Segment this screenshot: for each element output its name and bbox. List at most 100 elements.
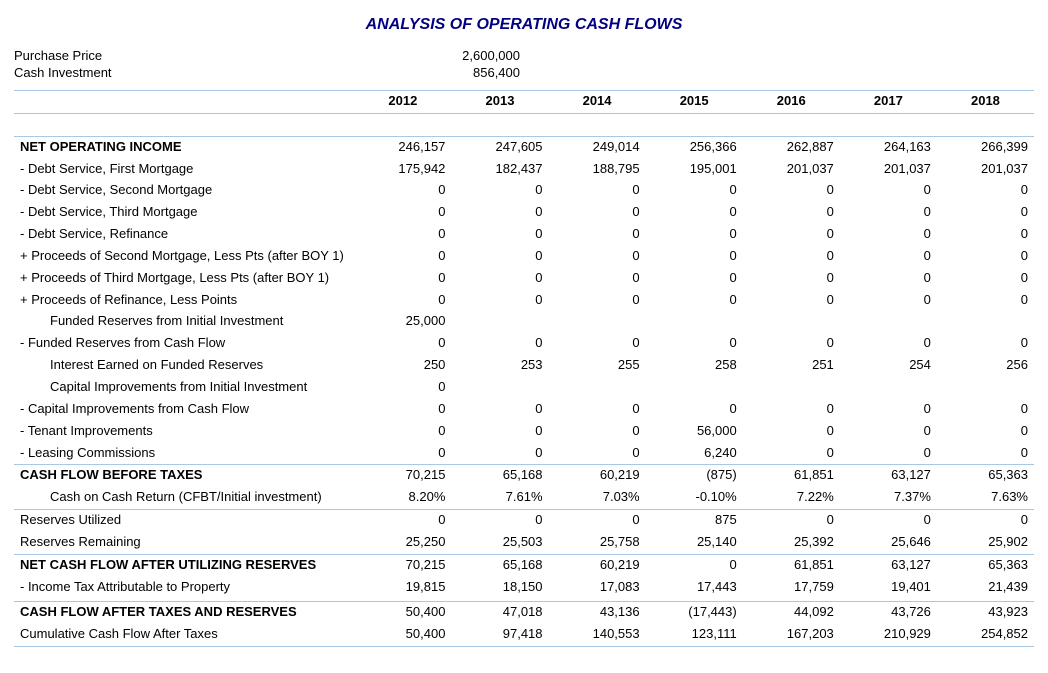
table-row: - Debt Service, First Mortgage175,942182… (14, 159, 1034, 181)
row-value: 0 (646, 399, 743, 421)
row-value: 56,000 (646, 421, 743, 443)
purchase-price-label: Purchase Price (14, 48, 424, 63)
row-value: 70,215 (354, 465, 451, 487)
row-value: 0 (840, 268, 937, 290)
row-value: 0 (743, 510, 840, 532)
row-value: 0 (549, 290, 646, 312)
row-value: 65,363 (937, 554, 1034, 576)
row-value: 182,437 (451, 159, 548, 181)
row-value (937, 377, 1034, 399)
row-value: 17,759 (743, 577, 840, 599)
row-label: Reserves Remaining (14, 532, 354, 554)
row-value: 25,250 (354, 532, 451, 554)
table-row: - Income Tax Attributable to Property19,… (14, 577, 1034, 599)
row-value: 0 (354, 443, 451, 465)
row-value: 43,726 (840, 602, 937, 624)
table-header-row: 2012 2013 2014 2015 2016 2017 2018 (14, 91, 1034, 114)
table-row: NET CASH FLOW AFTER UTILIZING RESERVES70… (14, 554, 1034, 576)
row-value: 210,929 (840, 624, 937, 646)
row-value: 60,219 (549, 465, 646, 487)
table-row: CASH FLOW AFTER TAXES AND RESERVES50,400… (14, 602, 1034, 624)
row-label: Cash on Cash Return (CFBT/Initial invest… (14, 487, 354, 509)
row-value: 17,083 (549, 577, 646, 599)
row-value: 0 (354, 246, 451, 268)
row-value: 50,400 (354, 602, 451, 624)
row-value: 0 (743, 268, 840, 290)
row-value: 0 (937, 510, 1034, 532)
row-label: NET OPERATING INCOME (14, 136, 354, 158)
row-value: 246,157 (354, 136, 451, 158)
row-value: 0 (451, 333, 548, 355)
row-value (451, 311, 548, 333)
row-value: 0 (354, 399, 451, 421)
row-label: Cumulative Cash Flow After Taxes (14, 624, 354, 646)
row-value: 0 (549, 246, 646, 268)
row-label: - Leasing Commissions (14, 443, 354, 465)
row-value: 0 (646, 290, 743, 312)
header-year: 2015 (646, 91, 743, 114)
row-value: 18,150 (451, 577, 548, 599)
row-value: 25,503 (451, 532, 548, 554)
row-value: 0 (549, 399, 646, 421)
row-value: 0 (937, 399, 1034, 421)
table-row: - Leasing Commissions0006,240000 (14, 443, 1034, 465)
row-value: 0 (937, 333, 1034, 355)
row-value: 0 (646, 224, 743, 246)
table-row: + Proceeds of Refinance, Less Points0000… (14, 290, 1034, 312)
row-label: - Debt Service, Second Mortgage (14, 180, 354, 202)
row-label: - Debt Service, Refinance (14, 224, 354, 246)
row-value: 0 (354, 421, 451, 443)
row-value: 0 (451, 268, 548, 290)
table-row: Reserves Remaining25,25025,50325,75825,1… (14, 532, 1034, 554)
row-value: 43,923 (937, 602, 1034, 624)
row-value: 25,646 (840, 532, 937, 554)
row-value: 0 (354, 377, 451, 399)
row-label: Interest Earned on Funded Reserves (14, 355, 354, 377)
row-value: 0 (840, 399, 937, 421)
row-value: 254,852 (937, 624, 1034, 646)
row-value: 50,400 (354, 624, 451, 646)
row-value: 0 (840, 333, 937, 355)
row-value: 0 (646, 202, 743, 224)
table-body: NET OPERATING INCOME246,157247,605249,01… (14, 136, 1034, 646)
row-value: 0 (451, 399, 548, 421)
row-value: 60,219 (549, 554, 646, 576)
row-value: 167,203 (743, 624, 840, 646)
row-value: 0 (743, 399, 840, 421)
row-value: 0 (743, 224, 840, 246)
row-value: 19,401 (840, 577, 937, 599)
row-value: 0 (840, 246, 937, 268)
row-value: 25,758 (549, 532, 646, 554)
table-row: + Proceeds of Second Mortgage, Less Pts … (14, 246, 1034, 268)
header-year: 2016 (743, 91, 840, 114)
row-value: 0 (840, 224, 937, 246)
row-value: 264,163 (840, 136, 937, 158)
row-value: 0 (451, 224, 548, 246)
row-value: 0 (646, 246, 743, 268)
row-value: 0 (549, 443, 646, 465)
row-value: 0 (937, 443, 1034, 465)
row-value: 0 (937, 202, 1034, 224)
row-value: 65,168 (451, 465, 548, 487)
table-row: - Debt Service, Third Mortgage0000000 (14, 202, 1034, 224)
table-row: - Funded Reserves from Cash Flow0000000 (14, 333, 1034, 355)
row-value: 0 (937, 180, 1034, 202)
row-value: 251 (743, 355, 840, 377)
row-value: 247,605 (451, 136, 548, 158)
table-row: - Capital Improvements from Cash Flow000… (14, 399, 1034, 421)
row-value: 61,851 (743, 554, 840, 576)
row-value: 175,942 (354, 159, 451, 181)
row-value: 7.22% (743, 487, 840, 509)
row-value: 0 (549, 180, 646, 202)
row-value: 0 (549, 224, 646, 246)
cash-investment-value: 856,400 (424, 65, 520, 80)
row-label: CASH FLOW AFTER TAXES AND RESERVES (14, 602, 354, 624)
row-value: 0 (743, 333, 840, 355)
table-row: Funded Reserves from Initial Investment2… (14, 311, 1034, 333)
row-value (549, 311, 646, 333)
row-value: 0 (451, 246, 548, 268)
row-value (646, 311, 743, 333)
row-value: 0 (354, 268, 451, 290)
row-value: 0 (743, 180, 840, 202)
row-value: 0 (840, 180, 937, 202)
